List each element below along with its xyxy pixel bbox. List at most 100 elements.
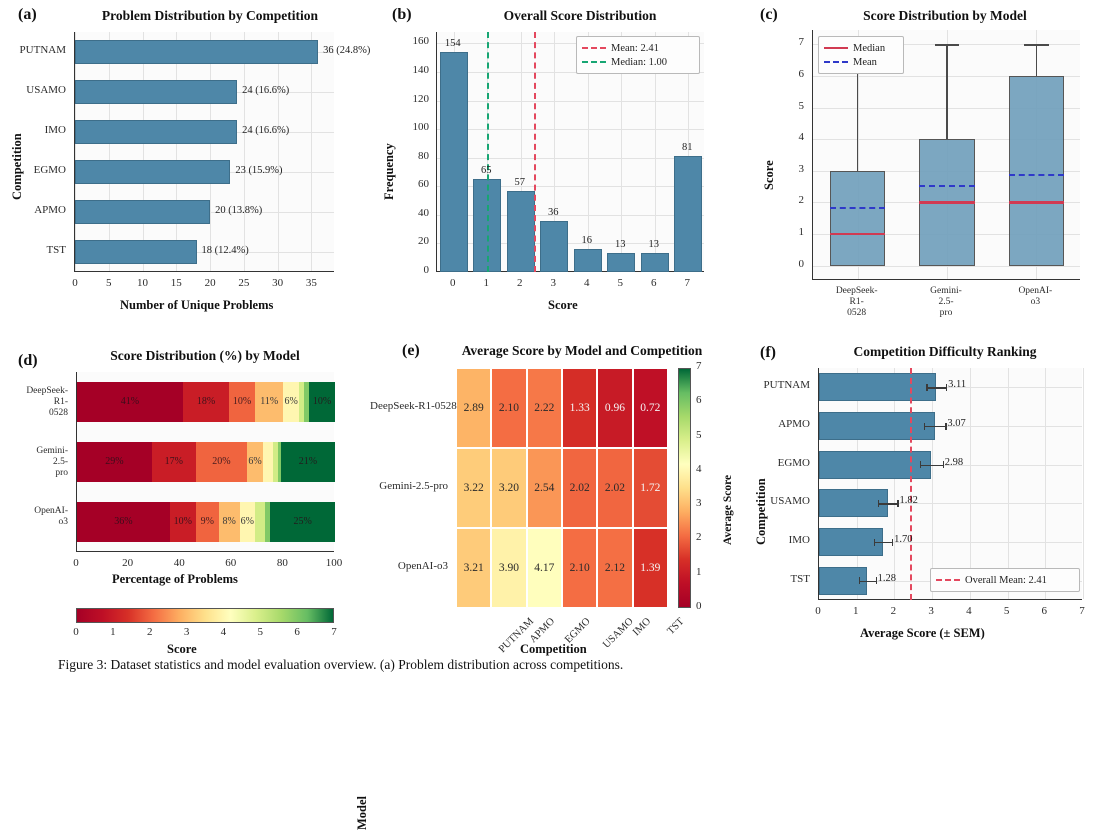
panel-e-cell[interactable]: 3.22 bbox=[457, 449, 491, 527]
panel-e-cell[interactable]: 1.33 bbox=[563, 369, 597, 447]
panel-b-title: Overall Score Distribution bbox=[503, 8, 657, 23]
panel-e-colorbar-label: Average Score bbox=[722, 474, 734, 545]
panel-d-segment[interactable] bbox=[254, 502, 266, 542]
panel-c-legend: Median Mean bbox=[818, 36, 904, 74]
panel-e-cell[interactable]: 2.10 bbox=[492, 369, 526, 447]
panel-b-bar[interactable] bbox=[506, 190, 535, 272]
panel-e-cell[interactable]: 2.54 bbox=[527, 449, 561, 527]
gridline-h bbox=[813, 265, 1080, 267]
panel-d-stacked-bar[interactable]: 36% 10% 9% 8% 6% 25% bbox=[77, 502, 335, 542]
panel-b-value-label: 16 bbox=[581, 235, 593, 247]
panel-f-bar[interactable] bbox=[819, 412, 935, 440]
panel-a-bar[interactable] bbox=[75, 200, 211, 224]
panel-e-tag: (e) bbox=[402, 342, 420, 359]
panel-e-cell[interactable]: 2.02 bbox=[598, 449, 632, 527]
panel-c-mean-line bbox=[919, 184, 975, 187]
panel-d-segment[interactable] bbox=[304, 382, 310, 422]
panel-e-cell[interactable]: 3.90 bbox=[492, 529, 526, 607]
panel-e-cell[interactable]: 2.12 bbox=[598, 529, 632, 607]
panel-d-segment[interactable]: 41% bbox=[77, 382, 183, 422]
panel-d-segment[interactable] bbox=[262, 442, 274, 482]
panel-d-xtick: 20 bbox=[122, 557, 134, 569]
gridline-v bbox=[554, 32, 556, 271]
panel-b-bar[interactable] bbox=[439, 52, 468, 272]
panel-e-cell[interactable]: 4.17 bbox=[527, 529, 561, 607]
panel-d-segment[interactable]: 18% bbox=[182, 382, 230, 422]
panel-a-xtick: 10 bbox=[137, 277, 149, 289]
panel-e-cell[interactable]: 1.72 bbox=[633, 449, 667, 527]
panel-e-cell[interactable]: 2.89 bbox=[457, 369, 491, 447]
panel-a-bar[interactable] bbox=[75, 40, 319, 64]
panel-b-bar[interactable] bbox=[540, 220, 569, 272]
gridline-h bbox=[819, 503, 1082, 505]
gridline-h bbox=[819, 542, 1082, 543]
panel-d-segment[interactable]: 6% bbox=[283, 382, 299, 422]
panel-d-segment[interactable] bbox=[298, 382, 304, 422]
panel-e-cell[interactable]: 2.22 bbox=[527, 369, 561, 447]
panel-d-stacked-bar[interactable]: 29% 17% 20% 6% 21% bbox=[77, 442, 335, 482]
panel-a-bar[interactable] bbox=[75, 160, 231, 184]
panel-a-ytick: PUTNAM bbox=[19, 44, 66, 56]
panel-d-segment[interactable]: 20% bbox=[195, 442, 248, 482]
panel-b-value-label: 36 bbox=[548, 206, 559, 218]
legend-label: Mean bbox=[853, 56, 877, 68]
panel-d-segment[interactable]: 8% bbox=[218, 502, 240, 542]
panel-e-cell[interactable]: 2.10 bbox=[563, 529, 597, 607]
panel-f-bar[interactable] bbox=[819, 489, 888, 518]
panel-f-bar[interactable] bbox=[819, 373, 937, 402]
panel-d-segment[interactable]: 9% bbox=[195, 502, 219, 542]
panel-d-segment[interactable]: 11% bbox=[255, 382, 284, 422]
panel-d-segment[interactable]: 21% bbox=[280, 442, 335, 482]
panel-b-bar[interactable] bbox=[674, 156, 703, 272]
panel-d-segment[interactable] bbox=[265, 502, 271, 542]
legend-label: Mean: 2.41 bbox=[611, 42, 659, 54]
panel-d-colorbar-label: Score bbox=[167, 642, 197, 656]
panel-a-bar[interactable] bbox=[75, 240, 197, 264]
panel-e: (e) Average Score by Model and Competiti… bbox=[370, 330, 740, 660]
panel-d-segment[interactable]: 25% bbox=[270, 502, 335, 542]
panel-d-segment[interactable] bbox=[273, 442, 279, 482]
panel-d-segment[interactable]: 29% bbox=[77, 442, 152, 482]
panel-d-segment[interactable]: 10% bbox=[229, 382, 255, 422]
panel-e-cell[interactable]: 3.21 bbox=[457, 529, 491, 607]
panel-e-cell[interactable]: 0.96 bbox=[598, 369, 632, 447]
panel-a-bar[interactable] bbox=[75, 80, 238, 104]
panel-d-segment[interactable]: 6% bbox=[247, 442, 263, 482]
panel-c-ytick: 2 bbox=[798, 194, 805, 207]
panel-c-box[interactable] bbox=[1008, 75, 1064, 266]
panel-d-stacked-bar[interactable]: 41% 18% 10% 11% 6% 10% bbox=[77, 382, 335, 422]
panel-a-title: Problem Distribution by Competition bbox=[101, 8, 319, 23]
panel-f-bar[interactable] bbox=[819, 450, 932, 479]
panel-d-segment[interactable]: 36% bbox=[77, 502, 170, 542]
panel-b-legend: Mean: 2.41 Median: 1.00 bbox=[576, 36, 700, 74]
panel-f-ytick: IMO bbox=[788, 534, 810, 546]
panel-b-bar[interactable] bbox=[573, 249, 602, 272]
panel-b-bar[interactable] bbox=[473, 179, 502, 272]
gridline-h bbox=[437, 129, 704, 131]
panel-e-cell[interactable]: 3.20 bbox=[492, 449, 526, 527]
panel-d-segment[interactable]: 17% bbox=[151, 442, 196, 482]
panel-e-colorbar-tick: 3 bbox=[696, 497, 702, 510]
panel-e-cell[interactable]: 1.39 bbox=[633, 529, 667, 607]
panel-d-segment[interactable]: 10% bbox=[169, 502, 196, 542]
panel-a-ytick: IMO bbox=[44, 124, 66, 136]
gridline-v bbox=[142, 32, 144, 271]
gridline-h bbox=[437, 157, 704, 159]
panel-f-errorbar-cap bbox=[858, 577, 861, 585]
panel-f-bar[interactable] bbox=[819, 528, 884, 556]
panel-b-bar[interactable] bbox=[640, 253, 669, 272]
panel-d-segment[interactable]: 6% bbox=[239, 502, 255, 542]
panel-b-bar[interactable] bbox=[607, 253, 636, 272]
gridline-v bbox=[654, 32, 656, 271]
panel-c-box[interactable] bbox=[829, 170, 886, 266]
panel-e-cell[interactable]: 0.72 bbox=[633, 369, 667, 447]
gridline-v bbox=[1045, 368, 1047, 599]
panel-a-bar[interactable] bbox=[75, 120, 238, 144]
panel-d-segment[interactable] bbox=[278, 442, 281, 482]
panel-e-colorbar bbox=[678, 368, 691, 608]
panel-b-xtick: 4 bbox=[584, 277, 590, 289]
panel-e-cell[interactable]: 2.02 bbox=[563, 449, 597, 527]
panel-d-segment[interactable]: 10% bbox=[309, 382, 335, 422]
panel-d-colorbar bbox=[76, 608, 334, 623]
gridline-v bbox=[932, 368, 934, 599]
